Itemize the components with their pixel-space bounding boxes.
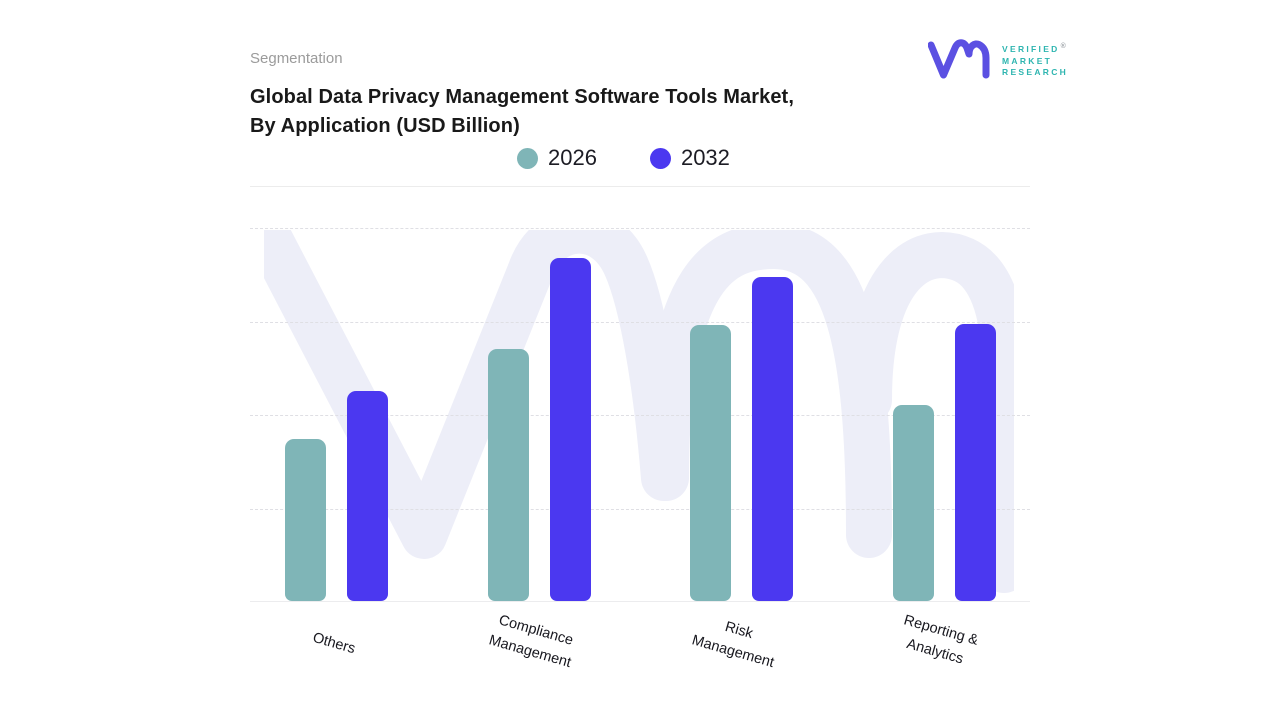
gridline	[250, 321, 1030, 323]
gridline	[250, 228, 1030, 229]
section-label: Segmentation	[250, 50, 343, 67]
x-axis-label: Risk Management	[689, 618, 776, 672]
vmr-logo-text: VERIFIED® MARKET RESEARCH	[1002, 41, 1068, 78]
legend-label-2026: 2026	[548, 145, 597, 170]
bar-compliance-management-2032	[549, 257, 591, 601]
x-axis-baseline	[250, 600, 1030, 602]
x-axis-label: Others	[310, 629, 357, 658]
header-divider	[250, 186, 1030, 187]
bar-risk-management-2026	[690, 324, 731, 601]
bar-reporting-analytics-2026	[892, 404, 934, 601]
chart-legend: 2026 2032	[517, 145, 730, 171]
bar-risk-management-2032	[752, 276, 793, 601]
x-axis-label: Reporting & Analytics	[901, 612, 980, 668]
chart-title-line1: Global Data Privacy Management Software …	[250, 86, 794, 108]
registered-trademark: ®	[1060, 43, 1066, 51]
legend-label-2032: 2032	[680, 145, 730, 170]
legend-item-2026: 2026	[517, 145, 597, 171]
chart-title: Global Data Privacy Management Software …	[250, 83, 890, 141]
x-axis-label: Compliance Management	[487, 612, 575, 672]
legend-swatch-2026	[517, 147, 538, 169]
bar-reporting-analytics-2032	[954, 323, 996, 601]
plot-area	[250, 186, 1030, 602]
bar-others-2032	[347, 390, 388, 601]
bar-compliance-management-2026	[487, 348, 529, 601]
legend-item-2032: 2032	[649, 145, 730, 171]
logo-line-market: MARKET	[1002, 55, 1053, 66]
chart-title-line2: By Application (USD Billion)	[250, 115, 520, 137]
legend-swatch-2032	[649, 147, 671, 169]
vmr-logo: VERIFIED® MARKET RESEARCH	[928, 38, 1068, 82]
vmr-watermark-icon	[264, 230, 1014, 593]
gridline	[250, 508, 1030, 510]
gridline	[250, 415, 1030, 416]
bar-others-2026	[285, 438, 326, 601]
logo-line-research: RESEARCH	[1002, 67, 1069, 78]
logo-line-verified: VERIFIED®	[1002, 43, 1066, 55]
vmr-logo-mark-icon	[928, 39, 990, 79]
